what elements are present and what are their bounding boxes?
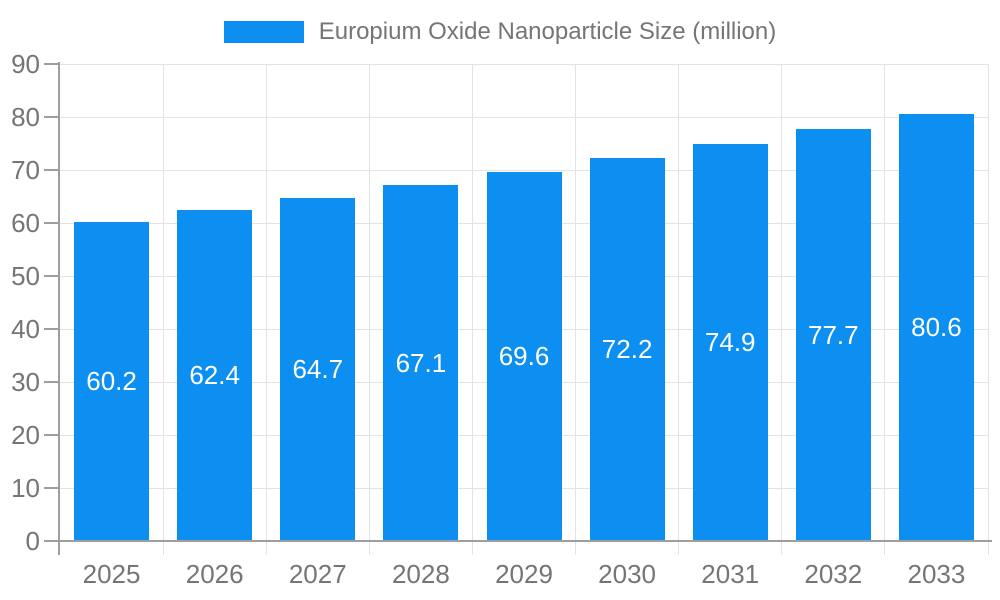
- y-axis-tick-label: 0: [25, 526, 40, 556]
- bar: 74.9: [692, 144, 768, 541]
- legend-swatch[interactable]: [223, 21, 304, 43]
- x-axis-tick-label: 2031: [701, 559, 760, 589]
- y-axis-tick: [44, 487, 58, 489]
- gridline-vertical: [265, 64, 267, 555]
- y-axis-tick-label: 40: [11, 314, 40, 344]
- x-axis-tick-label: 2029: [495, 559, 553, 589]
- bar: 72.2: [589, 158, 665, 541]
- y-axis-tick-label: 30: [11, 367, 40, 397]
- y-axis-tick-label: 50: [11, 261, 40, 291]
- gridline-vertical: [781, 64, 783, 555]
- x-axis-tick-label: 2033: [907, 559, 966, 589]
- bar-value-label: 72.2: [601, 334, 653, 365]
- y-axis-tick-label: 70: [11, 155, 40, 185]
- y-axis-tick-label: 20: [11, 420, 40, 450]
- bar-value-label: 69.6: [498, 341, 550, 372]
- gridline-horizontal: [60, 116, 988, 118]
- bar-value-label: 64.7: [292, 354, 344, 385]
- bar: 60.2: [74, 221, 150, 541]
- bar: 69.6: [486, 172, 562, 541]
- bar: 64.7: [280, 198, 356, 541]
- gridline-vertical: [678, 64, 680, 555]
- x-axis-tick-label: 2026: [185, 559, 244, 589]
- gridline-vertical: [162, 64, 164, 555]
- y-axis-tick-label: 80: [11, 102, 40, 132]
- x-axis-tick-label: 2032: [804, 559, 863, 589]
- bar-value-label: 77.7: [808, 319, 859, 350]
- x-axis-line: [44, 540, 992, 542]
- bar-value-label: 60.2: [86, 365, 137, 396]
- gridline-vertical: [575, 64, 577, 555]
- gridline-horizontal: [60, 63, 988, 65]
- y-axis-tick: [44, 116, 58, 118]
- x-axis-tick-label: 2028: [391, 559, 450, 589]
- bar-value-label: 80.6: [911, 311, 962, 342]
- bar-value-label: 62.4: [189, 360, 240, 391]
- y-axis-tick-label: 90: [11, 49, 40, 79]
- bar: 67.1: [383, 185, 459, 541]
- x-axis-tick-label: 2025: [82, 559, 141, 589]
- y-axis-tick: [44, 222, 58, 224]
- chart-title: Europium Oxide Nanoparticle Size (millio…: [318, 18, 777, 45]
- bar: 77.7: [795, 129, 871, 541]
- y-axis-tick: [44, 434, 58, 436]
- y-axis-line: [58, 62, 60, 555]
- gridline-vertical: [368, 64, 370, 555]
- x-axis-tick-label: 2030: [598, 559, 657, 589]
- y-axis-tick: [44, 63, 58, 65]
- legend: Europium Oxide Nanoparticle Size (millio…: [0, 17, 1000, 47]
- gridline-vertical: [884, 64, 886, 555]
- y-axis-tick: [44, 328, 58, 330]
- y-axis-tick-label: 10: [11, 473, 40, 503]
- bar-value-label: 74.9: [704, 327, 756, 357]
- y-axis-tick: [44, 169, 58, 171]
- y-axis-tick: [44, 381, 58, 383]
- y-axis-tick-label: 60: [11, 208, 40, 238]
- gridline-vertical: [987, 64, 989, 555]
- gridline-vertical: [471, 64, 473, 555]
- gridline-horizontal: [60, 169, 988, 171]
- bar: 62.4: [177, 210, 253, 541]
- y-axis-tick: [44, 275, 58, 277]
- bar: 80.6: [898, 113, 974, 541]
- x-axis-tick-label: 2027: [288, 559, 347, 589]
- bar-value-label: 67.1: [395, 347, 447, 378]
